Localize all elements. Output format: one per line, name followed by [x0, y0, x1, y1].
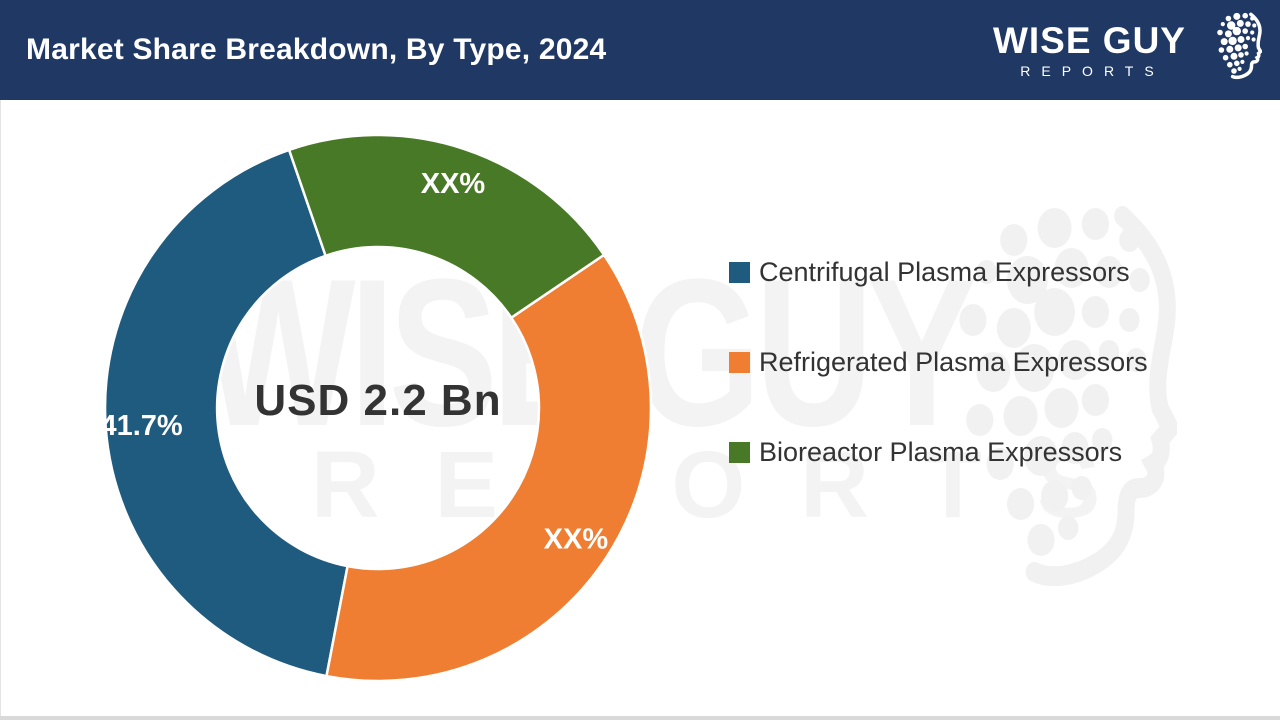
legend-swatch-orange [729, 351, 750, 373]
legend-swatch-green [729, 441, 750, 463]
page-title: Market Share Breakdown, By Type, 2024 [26, 33, 607, 66]
watermark-subtitle: REPORTS [311, 432, 1156, 538]
legend: Centrifugal Plasma Expressors Refrigerat… [729, 257, 1148, 527]
legend-item-centrifugal: Centrifugal Plasma Expressors [729, 257, 1148, 287]
slice-value-label-2: XX% [421, 168, 486, 200]
donut-segment-0 [103, 148, 350, 678]
legend-label: Bioreactor Plasma Expressors [759, 437, 1123, 467]
donut-segment-1 [325, 253, 653, 683]
legend-item-bioreactor: Bioreactor Plasma Expressors [729, 437, 1148, 467]
legend-swatch-blue [729, 261, 750, 283]
slice-value-label-0: 41.7% [100, 410, 182, 442]
header: Market Share Breakdown, By Type, 2024 WI… [0, 0, 1280, 100]
legend-label: Refrigerated Plasma Expressors [759, 347, 1148, 377]
wiseguy-logo: WISE GUY REPORTS [993, 11, 1262, 89]
logo-face-icon [1215, 11, 1262, 80]
donut-segment-2 [287, 133, 606, 320]
logo-subtitle: REPORTS [1020, 62, 1165, 79]
logo-wordmark: WISE GUY [992, 19, 1186, 61]
chart-area: WISE GUY REPORTS 41.7% XX% XX% USD 2.2 Bn … [0, 100, 1280, 720]
bottom-divider [0, 716, 1280, 720]
logo-text: WISE GUY REPORTS [993, 22, 1186, 79]
slice-value-label-1: XX% [544, 523, 609, 555]
donut-center-value: USD 2.2 Bn [254, 376, 502, 425]
legend-item-refrigerated: Refrigerated Plasma Expressors [729, 347, 1148, 377]
donut-chart: 41.7% XX% XX% [100, 133, 653, 683]
legend-label: Centrifugal Plasma Expressors [759, 257, 1130, 287]
